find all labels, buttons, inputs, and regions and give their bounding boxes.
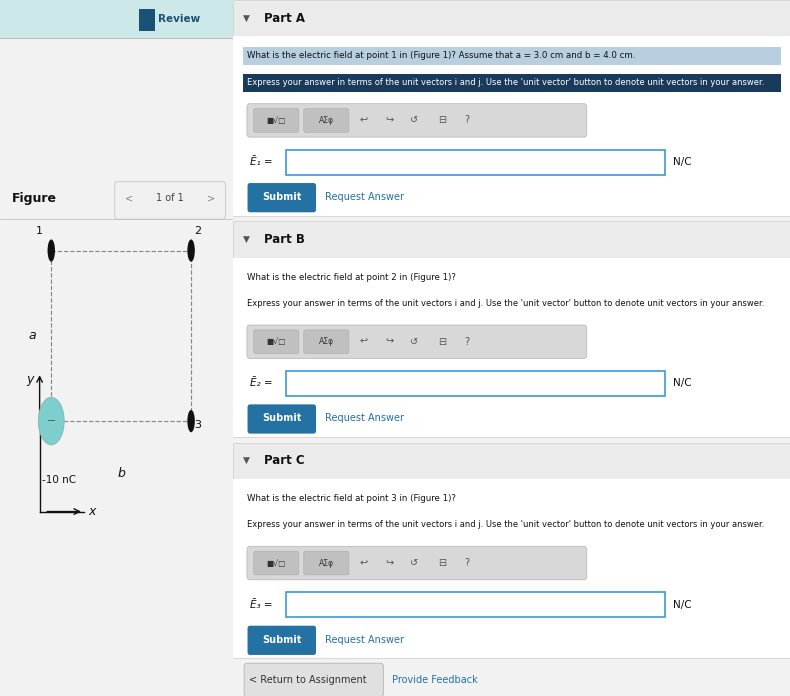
- FancyBboxPatch shape: [254, 551, 299, 575]
- FancyBboxPatch shape: [304, 109, 349, 132]
- FancyBboxPatch shape: [139, 9, 156, 31]
- Text: <: <: [126, 193, 134, 203]
- Text: ↺: ↺: [410, 337, 418, 347]
- Text: Provide Feedback: Provide Feedback: [392, 675, 477, 685]
- Text: ↺: ↺: [410, 116, 418, 125]
- Text: y: y: [27, 373, 34, 386]
- Text: ■√□: ■√□: [266, 338, 286, 346]
- FancyBboxPatch shape: [233, 258, 790, 437]
- Text: >: >: [207, 193, 215, 203]
- Text: What is the electric field at point 3 in (Figure 1)?: What is the electric field at point 3 in…: [247, 494, 456, 503]
- Text: Review: Review: [159, 14, 201, 24]
- FancyBboxPatch shape: [247, 104, 587, 137]
- Text: 2: 2: [194, 226, 201, 236]
- Text: N/C: N/C: [673, 379, 692, 388]
- Text: Part A: Part A: [264, 12, 305, 24]
- Text: ↩: ↩: [360, 116, 368, 125]
- Text: What is the electric field at point 2 in (Figure 1)?: What is the electric field at point 2 in…: [247, 273, 456, 281]
- Text: Express your answer in terms of the unit vectors i and j. Use the 'unit vector' : Express your answer in terms of the unit…: [247, 299, 765, 308]
- Text: Figure: Figure: [12, 192, 57, 205]
- FancyBboxPatch shape: [233, 0, 790, 36]
- FancyBboxPatch shape: [0, 0, 233, 38]
- Text: Request Answer: Request Answer: [325, 413, 404, 423]
- Text: ↩: ↩: [360, 337, 368, 347]
- Text: < Return to Assignment: < Return to Assignment: [249, 675, 367, 685]
- Text: 3: 3: [194, 420, 201, 429]
- FancyBboxPatch shape: [244, 663, 383, 696]
- Text: Ē₁ =: Ē₁ =: [250, 157, 273, 167]
- FancyBboxPatch shape: [233, 443, 790, 479]
- Text: What is the electric field at point 1 in (Figure 1)? Assume that a = 3.0 cm and : What is the electric field at point 1 in…: [247, 52, 635, 60]
- Text: ↪: ↪: [385, 337, 393, 347]
- FancyBboxPatch shape: [254, 109, 299, 132]
- Text: Ē₂ =: Ē₂ =: [250, 379, 273, 388]
- Circle shape: [187, 410, 195, 432]
- Text: ⊟: ⊟: [438, 558, 446, 568]
- Text: Part C: Part C: [264, 454, 304, 467]
- Text: ?: ?: [465, 337, 469, 347]
- Text: ΑΣφ: ΑΣφ: [319, 559, 334, 567]
- Text: a: a: [28, 329, 36, 342]
- FancyBboxPatch shape: [247, 626, 316, 655]
- Text: Ē₃ =: Ē₃ =: [250, 600, 273, 610]
- FancyBboxPatch shape: [243, 74, 781, 92]
- FancyBboxPatch shape: [286, 371, 664, 396]
- FancyBboxPatch shape: [233, 36, 790, 216]
- Text: ↩: ↩: [360, 558, 368, 568]
- Text: N/C: N/C: [673, 600, 692, 610]
- Text: Express your answer in terms of the unit vectors i and j. Use the 'unit vector' : Express your answer in terms of the unit…: [247, 521, 765, 529]
- FancyBboxPatch shape: [247, 325, 587, 358]
- Text: Request Answer: Request Answer: [325, 635, 404, 644]
- Text: Submit: Submit: [262, 635, 302, 644]
- Text: ⊟: ⊟: [438, 337, 446, 347]
- Text: b: b: [117, 467, 125, 480]
- Text: N/C: N/C: [673, 157, 692, 167]
- Text: Part B: Part B: [264, 233, 305, 246]
- Text: ▼: ▼: [243, 235, 250, 244]
- Text: Express your answer in terms of the unit vectors i and j. Use the 'unit vector' : Express your answer in terms of the unit…: [247, 78, 765, 86]
- Text: 1 of 1: 1 of 1: [156, 193, 184, 203]
- Text: ↪: ↪: [385, 558, 393, 568]
- Text: −: −: [47, 416, 56, 426]
- FancyBboxPatch shape: [304, 330, 349, 354]
- Text: ▼: ▼: [243, 457, 250, 465]
- FancyBboxPatch shape: [254, 330, 299, 354]
- FancyBboxPatch shape: [233, 221, 790, 258]
- FancyBboxPatch shape: [286, 592, 664, 617]
- FancyBboxPatch shape: [247, 404, 316, 434]
- Text: ▼: ▼: [243, 14, 250, 22]
- Text: Request Answer: Request Answer: [325, 192, 404, 202]
- Text: ■√□: ■√□: [266, 559, 286, 567]
- FancyBboxPatch shape: [115, 182, 226, 219]
- FancyBboxPatch shape: [247, 546, 587, 580]
- Text: ?: ?: [465, 558, 469, 568]
- FancyBboxPatch shape: [304, 551, 349, 575]
- Text: 1: 1: [36, 226, 43, 236]
- Circle shape: [187, 239, 195, 262]
- FancyBboxPatch shape: [247, 183, 316, 212]
- Ellipse shape: [39, 397, 64, 445]
- Text: x: x: [88, 505, 96, 518]
- Text: ?: ?: [465, 116, 469, 125]
- Text: ⊟: ⊟: [438, 116, 446, 125]
- Text: Submit: Submit: [262, 192, 302, 202]
- FancyBboxPatch shape: [286, 150, 664, 175]
- Text: ΑΣφ: ΑΣφ: [319, 116, 334, 125]
- Text: -10 nC: -10 nC: [42, 475, 76, 485]
- Text: ΑΣφ: ΑΣφ: [319, 338, 334, 346]
- FancyBboxPatch shape: [243, 47, 781, 65]
- Text: Submit: Submit: [262, 413, 302, 423]
- Text: ↺: ↺: [410, 558, 418, 568]
- FancyBboxPatch shape: [233, 479, 790, 658]
- Circle shape: [47, 239, 55, 262]
- Text: ■√□: ■√□: [266, 116, 286, 125]
- Text: ↪: ↪: [385, 116, 393, 125]
